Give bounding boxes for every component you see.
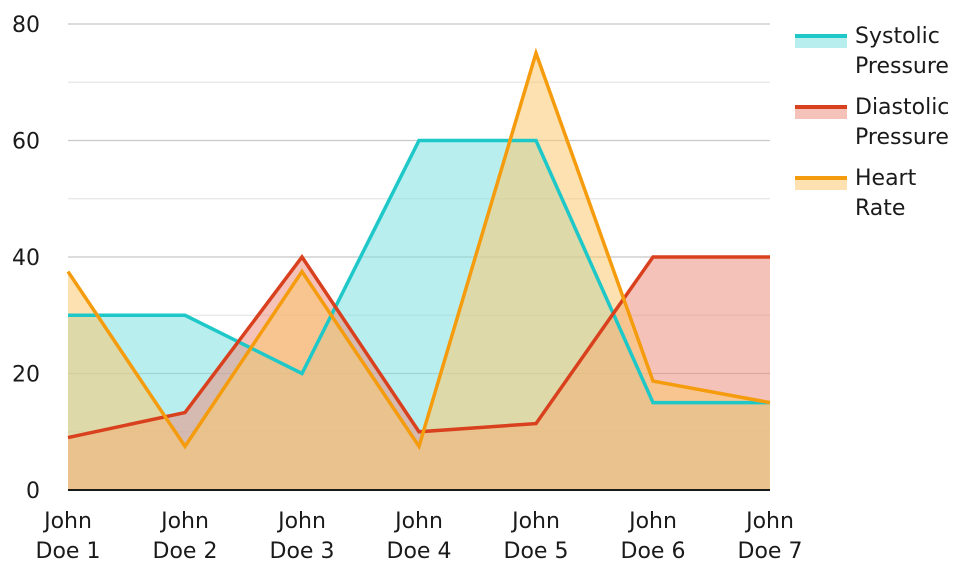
legend-label-line: Heart: [855, 166, 917, 191]
x-tick-label-line: Doe 6: [621, 539, 686, 562]
x-tick-label: John Doe 1: [36, 509, 101, 562]
x-tick-label: John Doe 7: [738, 509, 803, 562]
x-tick-label-line: Doe 5: [504, 539, 569, 562]
series-areas: [68, 53, 770, 490]
x-tick-label: John Doe 4: [387, 509, 452, 562]
x-tick-label: John Doe 5: [504, 509, 569, 562]
x-tick-label-line: John: [510, 509, 560, 534]
x-tick-label-line: Doe 3: [270, 539, 335, 562]
y-tick-label: 60: [12, 130, 40, 155]
x-tick-label-line: John: [42, 509, 92, 534]
x-tick-label-line: John: [393, 509, 443, 534]
legend-label: Systolic Pressure: [855, 24, 949, 79]
y-axis-tick-labels: 0 20 40 60 80: [12, 13, 40, 504]
legend-label: Diastolic Pressure: [855, 95, 949, 150]
x-tick-label-line: John: [159, 509, 209, 534]
x-tick-label: John Doe 6: [621, 509, 686, 562]
x-tick-label-line: Doe 1: [36, 539, 101, 562]
x-tick-label-line: John: [744, 509, 794, 534]
legend-label-line: Rate: [855, 196, 905, 221]
y-tick-label: 80: [12, 13, 40, 38]
x-tick-label-line: Doe 4: [387, 539, 452, 562]
legend: Systolic Pressure Diastolic Pressure Heart Ra…: [795, 24, 949, 221]
x-tick-label-line: John: [276, 509, 326, 534]
legend-label-line: Pressure: [855, 125, 949, 150]
x-tick-label: John Doe 3: [270, 509, 335, 562]
legend-item-series-3: Heart Rate: [795, 166, 917, 221]
legend-label-line: Systolic: [855, 24, 940, 49]
y-tick-label: 20: [12, 363, 40, 388]
legend-label-line: Pressure: [855, 54, 949, 79]
x-tick-label-line: John: [627, 509, 677, 534]
x-tick-label-line: Doe 2: [153, 539, 218, 562]
y-tick-label: 0: [26, 479, 40, 504]
legend-label: Heart Rate: [855, 166, 917, 221]
x-tick-label: John Doe 2: [153, 509, 218, 562]
legend-item-series-2: Diastolic Pressure: [795, 95, 949, 150]
x-tick-label-line: Doe 7: [738, 539, 803, 562]
y-tick-label: 40: [12, 246, 40, 271]
legend-item-series-1: Systolic Pressure: [795, 24, 949, 79]
legend-label-line: Diastolic: [855, 95, 949, 120]
